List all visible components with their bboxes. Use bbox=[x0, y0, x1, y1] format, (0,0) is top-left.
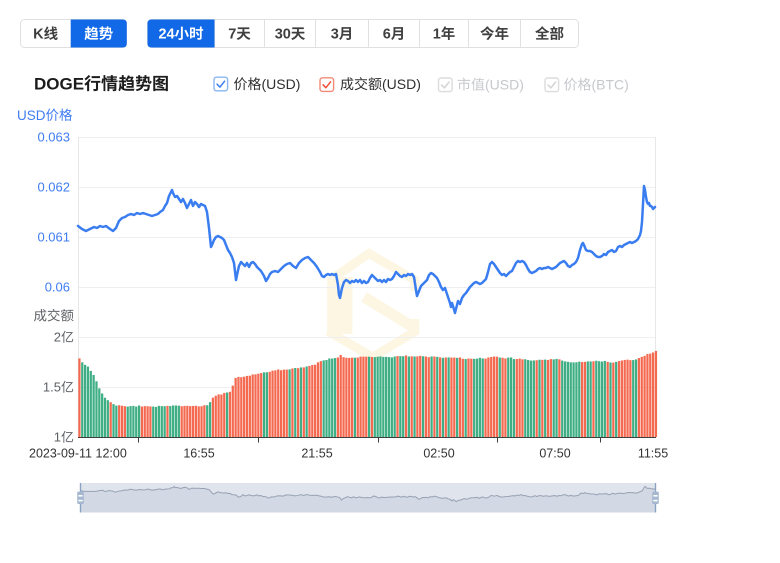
svg-text:(USD): (USD) bbox=[382, 76, 421, 92]
svg-text:1: 1 bbox=[433, 27, 441, 43]
svg-text:16:55: 16:55 bbox=[183, 447, 214, 461]
svg-text:DOGE: DOGE bbox=[34, 75, 84, 94]
svg-text:(USD): (USD) bbox=[485, 77, 524, 93]
svg-text:11:55: 11:55 bbox=[638, 447, 668, 461]
svg-text:2023-09-11 12:00: 2023-09-11 12:00 bbox=[29, 447, 127, 461]
svg-text:30: 30 bbox=[275, 27, 291, 43]
svg-text:USD: USD bbox=[17, 108, 46, 123]
svg-text:0.061: 0.061 bbox=[37, 230, 70, 245]
svg-text:02:50: 02:50 bbox=[423, 447, 454, 461]
svg-text:1.5: 1.5 bbox=[43, 380, 61, 395]
svg-text:21:55: 21:55 bbox=[301, 447, 332, 461]
svg-text:0.06: 0.06 bbox=[45, 280, 70, 295]
svg-text:0.063: 0.063 bbox=[37, 130, 70, 145]
svg-text:24: 24 bbox=[158, 27, 174, 43]
svg-text:07:50: 07:50 bbox=[539, 447, 570, 461]
svg-text:3: 3 bbox=[331, 27, 339, 43]
svg-text:7: 7 bbox=[228, 27, 236, 43]
svg-text:(USD): (USD) bbox=[262, 76, 301, 92]
svg-text:0.062: 0.062 bbox=[37, 180, 70, 195]
svg-text:1: 1 bbox=[54, 430, 61, 445]
svg-text:6: 6 bbox=[383, 27, 391, 43]
svg-text:K: K bbox=[33, 27, 44, 43]
svg-text:(BTC): (BTC) bbox=[592, 77, 629, 93]
svg-text:2: 2 bbox=[54, 330, 61, 345]
